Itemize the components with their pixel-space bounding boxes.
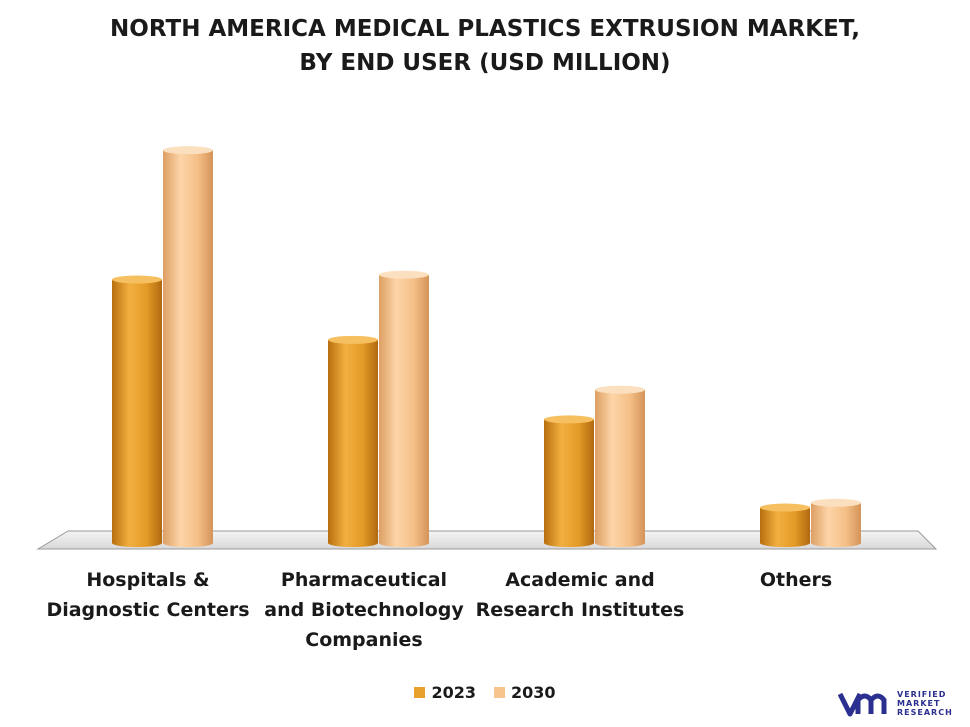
bar-2030-cat-3 [811,498,861,547]
category-label-3: Others [686,565,906,595]
category-label-1-line-1: and Biotechnology [264,599,464,621]
category-label-2: Academic and Research Institutes [470,565,690,625]
bar-cap-2030-cat-0 [163,146,213,155]
vmr-logo-text: VERIFIED MARKET RESEARCH [897,690,953,717]
legend-item-2030: 2030 [494,683,556,702]
bar-2023-cat-0 [112,275,162,547]
bar-cap-2030-cat-1 [379,270,429,279]
bar-body-2023-cat-2 [544,419,594,547]
chart-title: NORTH AMERICA MEDICAL PLASTICS EXTRUSION… [0,12,970,80]
bar-body-2023-cat-0 [112,279,162,547]
chart-title-line-1: NORTH AMERICA MEDICAL PLASTICS EXTRUSION… [110,16,860,42]
bar-cap-2023-cat-2 [544,415,594,424]
bar-cap-2030-cat-2 [595,385,645,394]
bars-group [112,146,861,547]
bar-cap-2023-cat-3 [760,503,810,512]
bar-body-2030-cat-0 [163,150,213,547]
category-label-0-line-0: Hospitals & [86,569,210,591]
chart-title-line-2: BY END USER (USD MILLION) [299,50,671,76]
bar-2030-cat-0 [163,146,213,547]
category-label-0-line-1: Diagnostic Centers [46,599,250,621]
category-label-1-line-0: Pharmaceutical [280,569,448,591]
bar-2023-cat-2 [544,415,594,547]
bar-2030-cat-2 [595,385,645,547]
category-label-1: Pharmaceutical and Biotechnology Companies [254,565,474,655]
bar-body-2030-cat-3 [811,502,861,547]
legend-label-2030: 2030 [511,683,556,702]
legend-swatch-2030 [494,687,505,698]
bar-cap-2030-cat-3 [811,498,861,507]
category-label-1-line-2: Companies [305,629,423,651]
category-label-3-line-0: Others [759,569,833,591]
bar-body-2030-cat-1 [379,274,429,547]
bar-2030-cat-1 [379,270,429,547]
bar-2023-cat-1 [328,335,378,547]
bar-cap-2023-cat-0 [112,275,162,284]
bar-2023-cat-3 [760,503,810,547]
vmr-logo-line-1: VERIFIED [897,689,947,699]
legend: 2023 2030 [0,683,970,702]
category-label-2-line-1: Research Institutes [475,599,685,621]
bar-body-2023-cat-1 [328,339,378,547]
vmr-logo: VERIFIED MARKET RESEARCH [838,686,963,720]
category-label-2-line-0: Academic and [505,569,655,591]
bar-body-2030-cat-2 [595,389,645,547]
legend-item-2023: 2023 [414,683,476,702]
bar-body-2023-cat-3 [760,507,810,547]
vmr-logo-line-3: RESEARCH [897,707,953,717]
vmr-logo-icon [838,692,887,717]
legend-swatch-2023 [414,687,426,698]
legend-label-2023: 2023 [431,683,476,702]
bar-cap-2023-cat-1 [328,335,378,344]
vmr-logo-line-2: MARKET [897,698,941,708]
category-label-0: Hospitals & Diagnostic Centers [38,565,258,625]
